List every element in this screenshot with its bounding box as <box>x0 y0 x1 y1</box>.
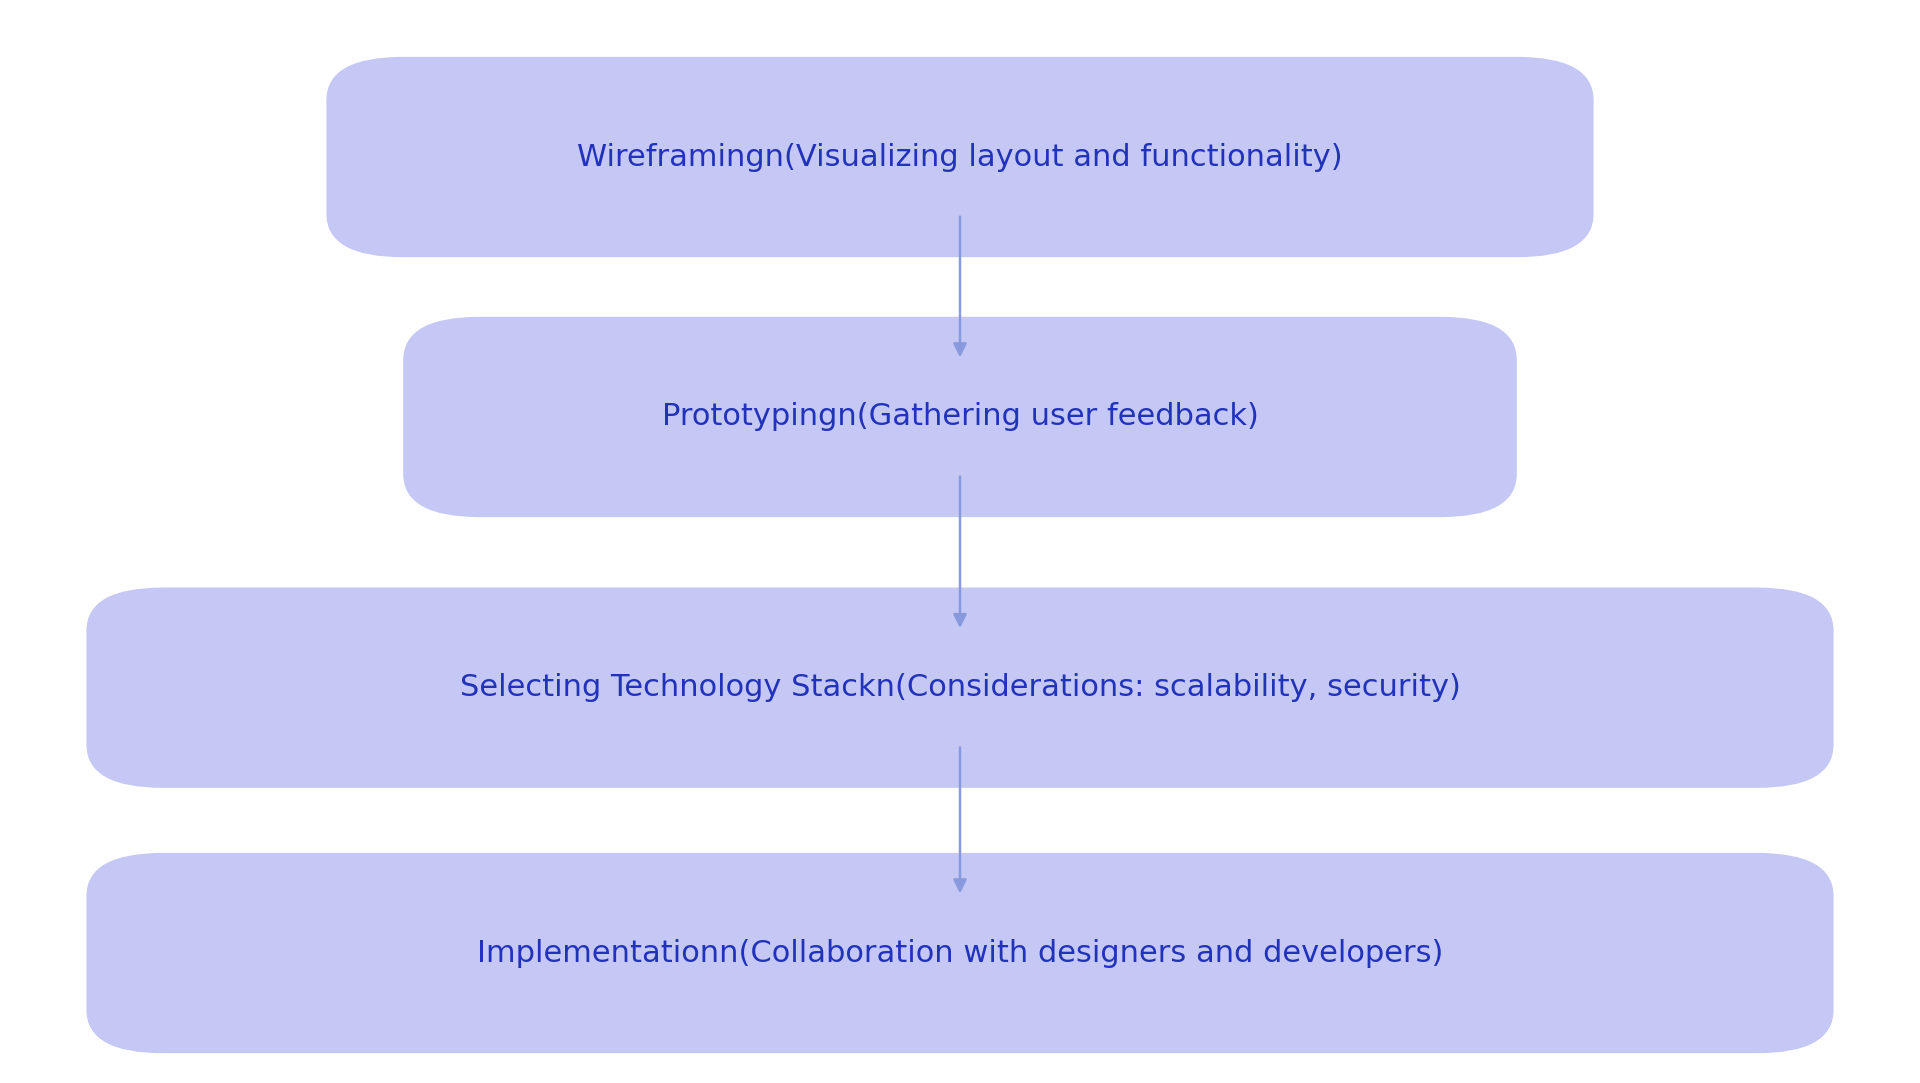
FancyBboxPatch shape <box>86 587 1834 788</box>
FancyBboxPatch shape <box>86 853 1834 1053</box>
FancyBboxPatch shape <box>403 317 1517 518</box>
Text: Prototypingn(Gathering user feedback): Prototypingn(Gathering user feedback) <box>662 403 1258 431</box>
Text: Implementationn(Collaboration with designers and developers): Implementationn(Collaboration with desig… <box>476 939 1444 967</box>
Text: Wireframingn(Visualizing layout and functionality): Wireframingn(Visualizing layout and func… <box>578 143 1342 171</box>
Text: Selecting Technology Stackn(Considerations: scalability, security): Selecting Technology Stackn(Consideratio… <box>459 674 1461 702</box>
FancyBboxPatch shape <box>326 57 1594 258</box>
